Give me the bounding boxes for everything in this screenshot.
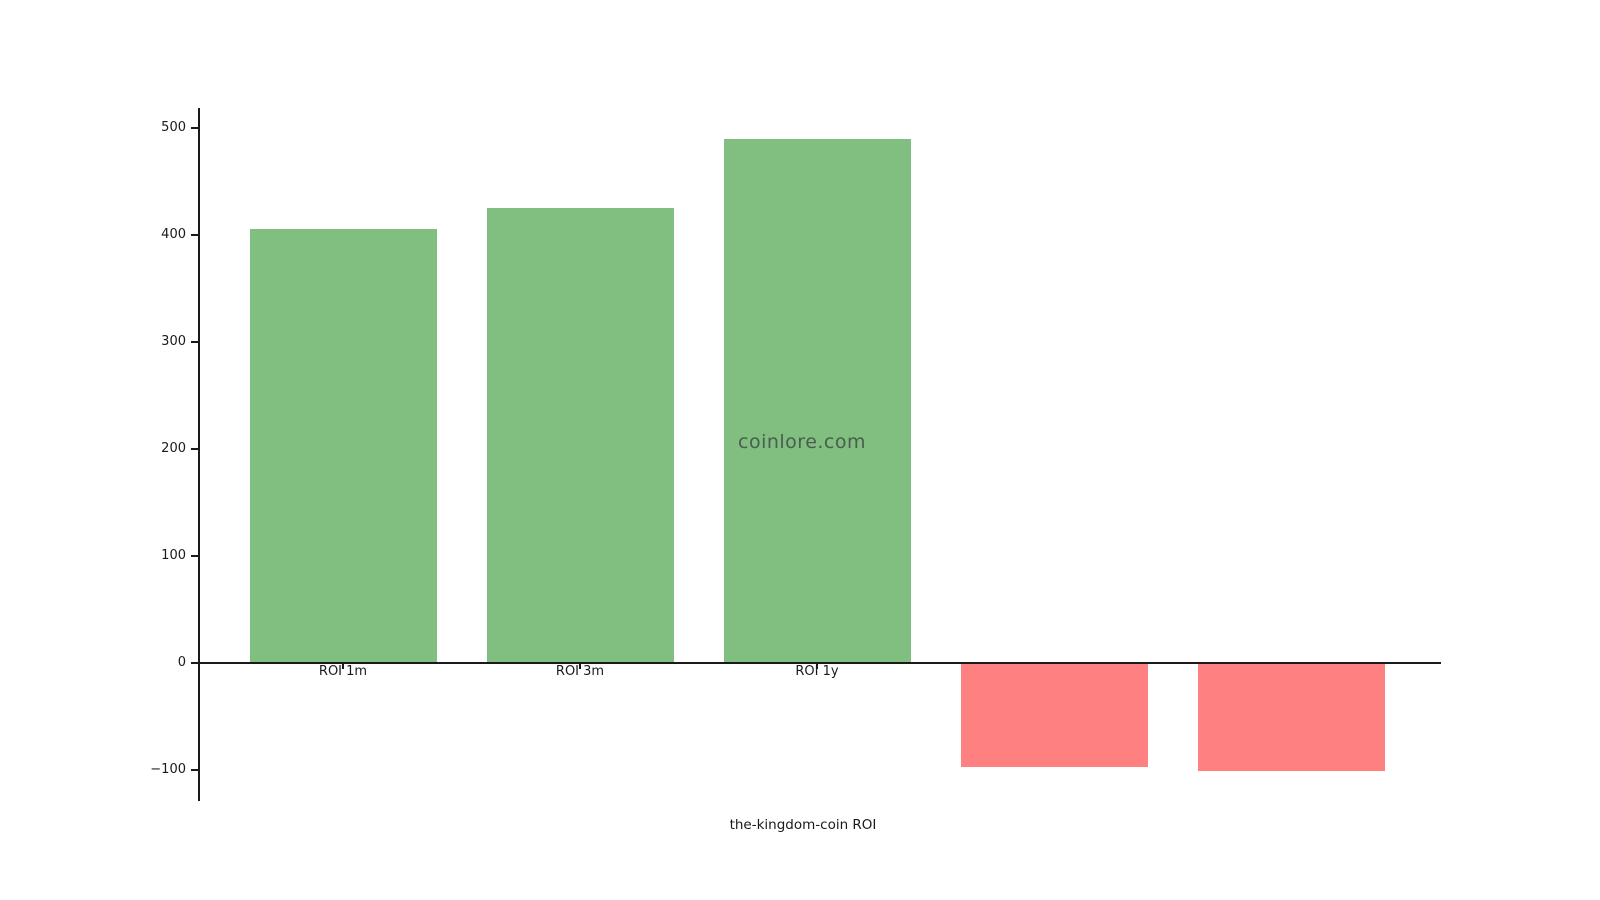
y-tick-mark — [191, 769, 198, 771]
x-tick-label: ROI 3m — [555, 664, 605, 679]
x-tick-mark — [579, 663, 581, 669]
y-tick-mark — [191, 127, 198, 129]
y-tick-label: 0 — [177, 655, 186, 670]
y-axis-spine — [198, 108, 200, 801]
y-tick-mark — [191, 341, 198, 343]
x-tick-label: ROI 1y — [795, 664, 839, 679]
y-tick-label: −100 — [150, 762, 186, 777]
y-tick-label: 500 — [161, 120, 186, 135]
x-tick-mark — [342, 663, 344, 669]
x-axis-zero-line — [198, 662, 1441, 664]
y-tick-label: 300 — [161, 334, 186, 349]
bar-unlabeled-5 — [1197, 664, 1385, 771]
y-tick-label: 200 — [161, 441, 186, 456]
chart-xlabel: the-kingdom-coin ROI — [729, 817, 877, 833]
y-tick-mark — [191, 662, 198, 664]
y-tick-mark — [191, 555, 198, 557]
bar-roi-1y — [723, 138, 911, 663]
x-tick-mark — [816, 663, 818, 669]
y-tick-label: 400 — [161, 227, 186, 242]
bar-roi-3m — [486, 208, 674, 663]
bar-roi-1m — [249, 228, 437, 663]
y-tick-label: 100 — [161, 548, 186, 563]
y-tick-mark — [191, 448, 198, 450]
bar-unlabeled-4 — [960, 664, 1148, 767]
y-tick-mark — [191, 234, 198, 236]
x-tick-label: ROI 1m — [318, 664, 368, 679]
watermark-text: coinlore.com — [738, 431, 866, 453]
